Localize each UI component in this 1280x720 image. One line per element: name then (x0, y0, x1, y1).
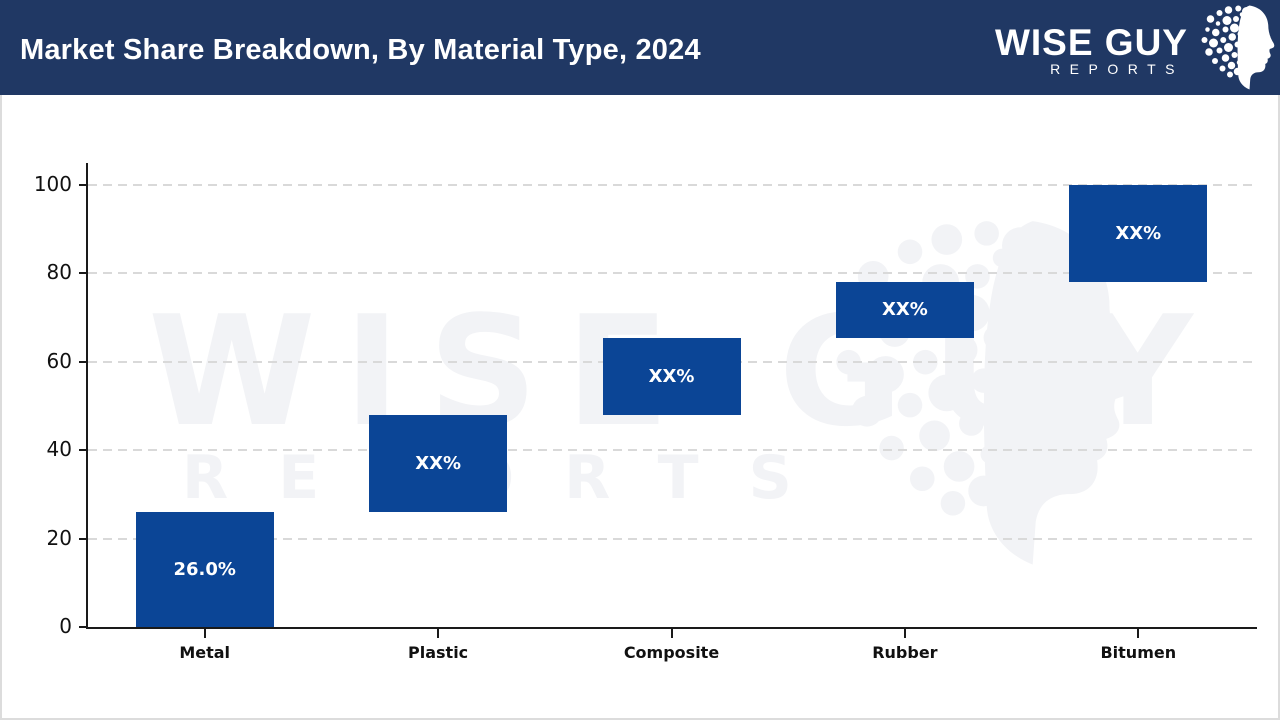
y-tick-80 (79, 272, 88, 275)
watermark-subtext: REPORTS (182, 443, 842, 513)
bar-plastic: XX% (369, 414, 508, 513)
x-tick-label-composite: Composite (623, 643, 720, 662)
head-profile-icon (1201, 5, 1275, 90)
y-axis-line (86, 163, 88, 629)
y-tick-label-60: 60 (46, 348, 72, 373)
y-tick-40 (79, 449, 88, 452)
x-tick-composite (670, 629, 673, 638)
logo-wordmark: WISE GUY (994, 22, 1188, 63)
gridline-40 (88, 449, 1255, 452)
x-tick-bitumen (1137, 629, 1140, 638)
x-tick-label-bitumen: Bitumen (1100, 643, 1177, 662)
y-tick-100 (79, 184, 88, 187)
bar-label-plastic: XX% (415, 452, 461, 474)
x-tick-label-metal: Metal (179, 643, 231, 662)
bar-label-rubber: XX% (881, 299, 928, 321)
y-tick-label-100: 100 (33, 172, 72, 197)
x-tick-plastic (437, 629, 440, 638)
gridline-80 (88, 272, 1255, 275)
y-tick-label-40: 40 (46, 437, 72, 462)
bar-label-bitumen: XX% (1115, 223, 1162, 245)
x-tick-label-rubber: Rubber (872, 643, 938, 662)
y-tick-0 (79, 626, 88, 628)
page-title: Market Share Breakdown, By Material Type… (20, 34, 701, 66)
bar-composite: XX% (602, 337, 741, 415)
bar-label-metal: 26.0% (173, 559, 236, 581)
y-tick-label-0: 0 (59, 614, 72, 638)
x-tick-metal (203, 629, 206, 638)
header-bar: Market Share Breakdown, By Material Type… (0, 0, 1280, 95)
logo-subtext: REPORTS (1050, 61, 1184, 77)
bar-label-composite: XX% (648, 365, 695, 387)
y-tick-label-20: 20 (46, 525, 72, 550)
gridline-100 (88, 184, 1255, 187)
y-tick-20 (79, 537, 88, 540)
wise-guy-reports-logo: WISE GUY REPORTS (995, 0, 1280, 95)
gridline-20 (88, 537, 1255, 540)
x-tick-label-plastic: Plastic (408, 643, 469, 662)
y-tick-label-80: 80 (46, 260, 72, 285)
y-tick-60 (79, 360, 88, 363)
x-axis-line (86, 627, 1257, 629)
x-tick-rubber (903, 629, 906, 638)
bar-bitumen: XX% (1069, 185, 1208, 283)
chart-canvas: WISE GUY REPORTS 02040608010026.0%MetalX… (0, 95, 1280, 720)
bar-metal: 26.0% (135, 512, 274, 627)
bar-rubber: XX% (835, 282, 974, 338)
